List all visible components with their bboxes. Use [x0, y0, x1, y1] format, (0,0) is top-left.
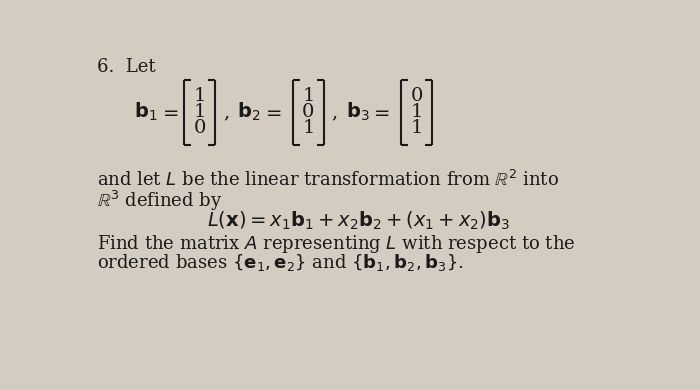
Text: $\mathbf{b}_1$: $\mathbf{b}_1$ — [134, 101, 158, 123]
Text: ordered bases $\{\mathbf{e}_1, \mathbf{e}_2\}$ and $\{\mathbf{b}_1, \mathbf{b}_2: ordered bases $\{\mathbf{e}_1, \mathbf{e… — [97, 252, 463, 273]
Text: $=$: $=$ — [370, 103, 391, 121]
Text: 1: 1 — [194, 103, 206, 121]
Text: 1: 1 — [411, 119, 423, 137]
Text: ,: , — [223, 103, 230, 121]
Text: 1: 1 — [302, 119, 314, 137]
Text: $\mathbf{b}_2$: $\mathbf{b}_2$ — [237, 101, 260, 123]
Text: $L(\mathbf{x}) = x_1\mathbf{b}_1 + x_2\mathbf{b}_2 + (x_1 + x_2)\mathbf{b}_3$: $L(\mathbf{x}) = x_1\mathbf{b}_1 + x_2\m… — [207, 210, 510, 232]
Text: 1: 1 — [194, 87, 206, 105]
Text: 0: 0 — [411, 87, 423, 105]
Text: 1: 1 — [411, 103, 423, 121]
Text: 0: 0 — [194, 119, 206, 137]
Text: 6.  Let: 6. Let — [97, 58, 155, 76]
Text: $\mathbf{b}_3$: $\mathbf{b}_3$ — [346, 101, 370, 123]
Text: and let $L$ be the linear transformation from $\mathbb{R}^2$ into: and let $L$ be the linear transformation… — [97, 170, 559, 190]
Text: 1: 1 — [302, 87, 314, 105]
Text: Find the matrix $A$ representing $L$ with respect to the: Find the matrix $A$ representing $L$ wit… — [97, 233, 575, 255]
Text: $=$: $=$ — [159, 103, 179, 121]
Text: $=$: $=$ — [262, 103, 282, 121]
Text: 0: 0 — [302, 103, 314, 121]
Text: $\mathbb{R}^3$ defined by: $\mathbb{R}^3$ defined by — [97, 189, 223, 213]
Text: ,: , — [332, 103, 337, 121]
